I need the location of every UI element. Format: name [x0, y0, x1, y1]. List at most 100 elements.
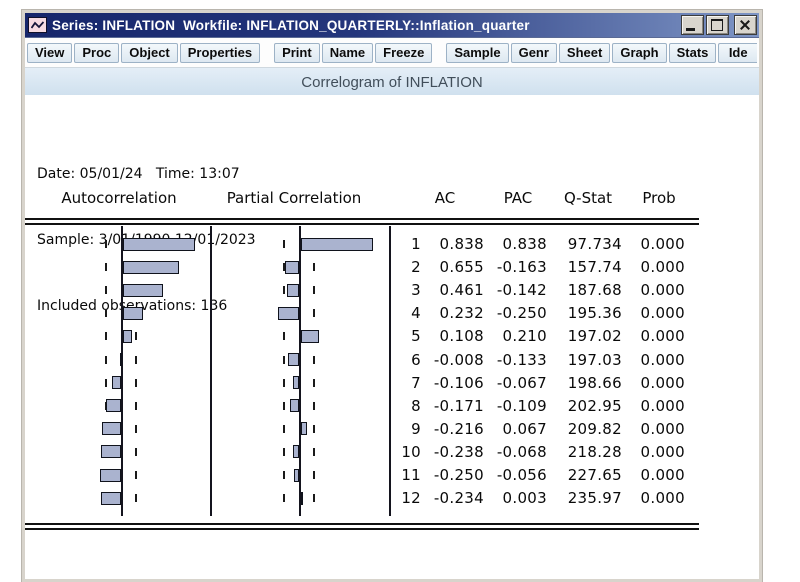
qstat-cell: 218.28 — [567, 442, 622, 461]
toolbar: View Proc Object Properties Print Name Freeze S… — [25, 38, 759, 68]
pac-cell: -0.250 — [496, 304, 547, 323]
se-bound-dash — [134, 401, 137, 410]
table-bottom-rule — [25, 523, 699, 530]
pac-cell: 0.210 — [502, 327, 547, 346]
prob-cell: 0.000 — [640, 235, 685, 253]
se-bound-dash — [283, 240, 286, 248]
lag-cell: 8 — [411, 396, 421, 415]
ac-cell: -0.216 — [433, 419, 484, 438]
toolbar-button-view[interactable]: View — [27, 42, 73, 63]
maximize-button[interactable] — [706, 15, 729, 35]
toolbar-button-ide[interactable]: Ide — [718, 42, 757, 63]
toolbar-button-freeze[interactable]: Freeze — [375, 42, 433, 63]
pac-cell: 0.067 — [502, 419, 547, 438]
ac-bar — [99, 468, 121, 482]
qstat-cell: 197.03 — [567, 350, 622, 369]
se-bound-dash — [134, 471, 137, 479]
qstat-cell: 198.66 — [567, 373, 622, 392]
ac-bar — [106, 399, 121, 413]
ac-cell: -0.234 — [433, 489, 484, 508]
qstat-cell: 157.74 — [567, 258, 622, 277]
pac-cell: -0.142 — [496, 281, 547, 300]
se-bound-dash — [105, 309, 108, 318]
qstat-cell: 197.02 — [567, 327, 622, 346]
ac-cell: -0.250 — [433, 466, 484, 484]
pac-cell: 0.838 — [502, 235, 547, 253]
toolbar-button-proc[interactable]: Proc — [74, 42, 120, 63]
se-bound-dash — [134, 355, 137, 364]
toolbar-button-stats[interactable]: Stats — [668, 42, 717, 63]
view-banner: Correlogram of INFLATION — [25, 68, 759, 97]
column-header-ac: AC — [434, 189, 456, 207]
pac-cell: -0.133 — [496, 350, 547, 369]
prob-cell: 0.000 — [640, 419, 685, 438]
ac-cell: -0.008 — [433, 350, 484, 369]
prob-cell: 0.000 — [640, 258, 685, 277]
maximize-icon — [711, 19, 723, 31]
qstat-cell: 202.95 — [567, 396, 622, 415]
table-top-rule — [25, 218, 699, 225]
page: { "window": { "title": "Series: INFLATIO… — [21, 9, 763, 582]
lag-cell: 11 — [401, 466, 421, 484]
pac-bar — [301, 491, 303, 505]
minimize-icon — [686, 28, 695, 31]
pac-cell: -0.056 — [496, 466, 547, 484]
qstat-cell: 195.36 — [567, 304, 622, 323]
se-bound-dash — [134, 378, 137, 387]
toolbar-button-graph[interactable]: Graph — [612, 42, 667, 63]
pac-bar — [301, 329, 320, 343]
se-bound-dash — [134, 424, 137, 433]
close-button[interactable] — [734, 15, 757, 35]
se-bound-dash — [283, 286, 286, 295]
se-bound-dash — [283, 378, 286, 387]
se-bound-dash — [134, 332, 137, 341]
se-bound-dash — [105, 286, 108, 295]
se-bound-dash — [105, 263, 108, 272]
series-chart-icon — [28, 17, 47, 33]
qstat-cell: 227.65 — [567, 466, 622, 484]
window-title: Series: INFLATION Workfile: INFLATION_QU… — [52, 17, 530, 33]
ac-cell: 0.232 — [439, 304, 484, 323]
se-bound-dash — [312, 447, 315, 456]
toolbar-button-object[interactable]: Object — [121, 42, 178, 63]
date-line: Date: 05/01/24 Time: 13:07 — [37, 166, 240, 182]
qstat-cell: 209.82 — [567, 419, 622, 438]
se-bound-dash — [134, 447, 137, 456]
toolbar-button-name[interactable]: Name — [321, 42, 374, 63]
toolbar-button-sheet[interactable]: Sheet — [558, 42, 611, 63]
eviews-series-window: Series: INFLATION Workfile: INFLATION_QU… — [21, 9, 763, 582]
pac-bar — [301, 422, 307, 436]
se-bound-dash — [312, 401, 315, 410]
minimize-button[interactable] — [681, 15, 704, 35]
title-bar[interactable]: Series: INFLATION Workfile: INFLATION_QU… — [25, 13, 759, 38]
se-bound-dash — [105, 378, 108, 387]
se-bound-dash — [312, 263, 315, 272]
prob-cell: 0.000 — [640, 442, 685, 461]
se-bound-dash — [312, 286, 315, 295]
pac-bar — [293, 445, 299, 459]
pac-bar — [284, 260, 299, 274]
ac-cell: -0.238 — [433, 442, 484, 461]
toolbar-button-properties[interactable]: Properties — [179, 42, 261, 63]
se-bound-dash — [312, 309, 315, 318]
column-header-prob: Prob — [642, 189, 676, 207]
ac-bar — [123, 329, 133, 343]
lag-cell: 3 — [411, 281, 421, 300]
banner-title: Correlogram of INFLATION — [301, 73, 483, 91]
qstat-cell: 187.68 — [567, 281, 622, 300]
se-bound-dash — [283, 355, 286, 364]
toolbar-button-genr[interactable]: Genr — [510, 42, 557, 63]
pac-bar — [286, 283, 299, 297]
pac-bar — [301, 237, 374, 251]
lag-cell: 6 — [411, 350, 421, 369]
toolbar-button-sample[interactable]: Sample — [446, 42, 509, 63]
lag-cell: 2 — [411, 258, 421, 277]
lag-cell: 1 — [411, 235, 421, 253]
se-bound-dash — [312, 471, 315, 479]
pac-bar — [277, 306, 299, 320]
prob-cell: 0.000 — [640, 396, 685, 415]
toolbar-button-print[interactable]: Print — [274, 42, 320, 63]
ac-bar — [123, 237, 196, 251]
se-bound-dash — [283, 494, 286, 503]
prob-cell: 0.000 — [640, 350, 685, 369]
